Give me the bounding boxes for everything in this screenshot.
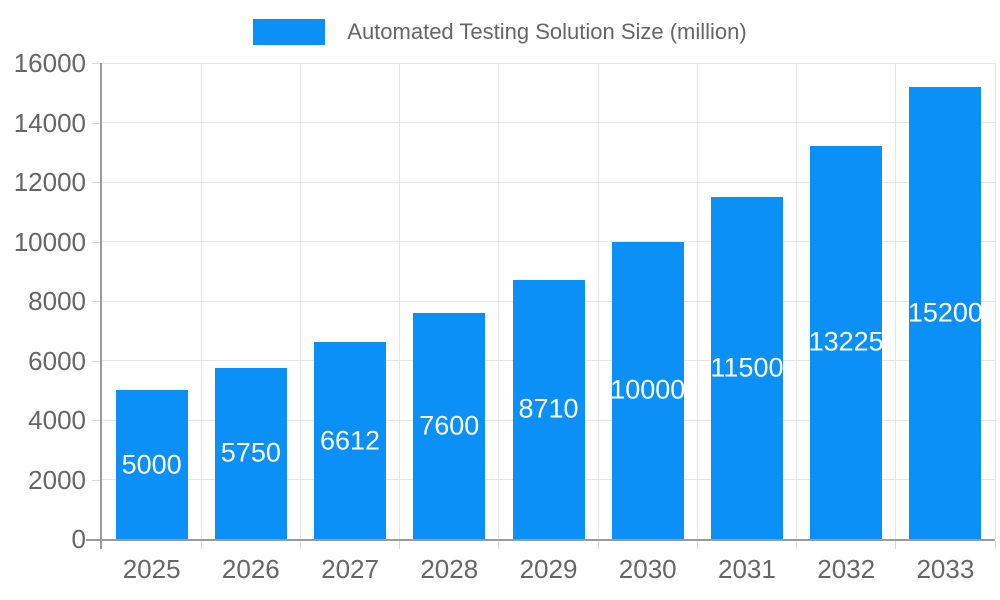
x-axis-tick <box>895 541 897 549</box>
y-axis-tick-label: 14000 <box>13 107 86 138</box>
bar-value-label: 5750 <box>220 437 281 468</box>
bar-2029 <box>512 279 585 539</box>
gridline-vertical <box>597 63 599 539</box>
x-axis-tick-label: 2026 <box>221 554 280 584</box>
gridline-horizontal <box>102 62 995 64</box>
gridline-vertical <box>696 63 698 539</box>
gridline-vertical <box>399 63 401 539</box>
bar-value-label: 8710 <box>518 393 579 424</box>
x-axis-tick-label: 2030 <box>618 554 677 584</box>
gridline-horizontal <box>102 241 995 242</box>
gridline-horizontal <box>102 181 995 183</box>
y-axis-tick-label: 16000 <box>13 48 86 78</box>
gridline-vertical <box>994 63 996 539</box>
bar-value-label: 15200 <box>907 297 983 328</box>
y-axis-tick <box>92 360 102 362</box>
y-axis-tick-label: 4000 <box>28 405 86 435</box>
gridline-horizontal <box>102 122 995 123</box>
x-axis-tick-label: 2025 <box>122 554 181 584</box>
gridline-vertical <box>796 63 798 539</box>
y-axis-tick <box>92 182 102 183</box>
bar-2026 <box>214 367 287 539</box>
y-axis-tick-label: 6000 <box>28 345 86 376</box>
gridline-vertical <box>200 63 202 539</box>
y-axis-tick-label: 12000 <box>13 167 86 197</box>
bar-value-label: 13225 <box>808 326 884 357</box>
bar-2028 <box>413 312 486 539</box>
y-axis-tick <box>92 241 102 243</box>
y-axis-tick-label: 2000 <box>28 464 86 495</box>
bar-2031 <box>710 196 783 539</box>
bar-value-label: 11500 <box>710 352 784 383</box>
x-axis-tick <box>597 541 599 549</box>
bar-2033 <box>909 86 982 539</box>
y-axis-tick <box>92 63 102 64</box>
x-axis-line <box>86 539 995 541</box>
y-axis-tick <box>92 420 102 421</box>
bar-value-label: 10000 <box>610 374 686 405</box>
x-axis-tick <box>200 541 202 549</box>
bar-2032 <box>810 145 883 539</box>
bar-2030 <box>611 241 684 539</box>
x-axis-tick-label: 2028 <box>420 554 479 584</box>
bar-value-label: 7600 <box>419 410 480 441</box>
gridline-vertical <box>498 63 500 539</box>
bar-value-label: 5000 <box>121 449 182 480</box>
y-axis-line <box>100 63 102 549</box>
plot-area: 5000 5750 6612 7600 8710 10000 11500 13225 15200 <box>102 62 996 539</box>
bar-value-label: 6612 <box>320 425 381 456</box>
x-axis-tick-label: 2032 <box>817 554 876 584</box>
bar-2027 <box>314 342 387 539</box>
gridline-vertical <box>895 63 897 539</box>
legend-label: Automated Testing Solution Size (million… <box>347 19 747 44</box>
bar-2025 <box>115 390 188 539</box>
x-axis-tick-label: 2029 <box>519 554 578 584</box>
y-axis-tick-label: 10000 <box>13 226 86 257</box>
y-axis-tick <box>92 301 102 302</box>
x-axis-tick <box>498 541 500 549</box>
x-axis-tick <box>399 541 401 549</box>
x-axis-tick <box>696 541 698 549</box>
y-axis-tick-label: 0 <box>71 524 86 554</box>
x-axis-tick-label: 2031 <box>718 554 776 584</box>
x-axis-tick-label: 2033 <box>916 554 975 584</box>
y-axis-tick-label: 8000 <box>28 286 86 316</box>
x-axis-tick <box>299 541 301 549</box>
y-axis-tick <box>92 122 102 124</box>
legend[interactable]: Automated Testing Solution Size (million… <box>0 17 1000 47</box>
gridline-vertical <box>299 63 301 539</box>
x-axis-tick-label: 2027 <box>321 554 379 584</box>
x-axis-tick <box>994 541 996 549</box>
legend-swatch <box>253 19 326 45</box>
x-axis-tick <box>796 541 798 549</box>
y-axis-tick <box>92 479 102 481</box>
